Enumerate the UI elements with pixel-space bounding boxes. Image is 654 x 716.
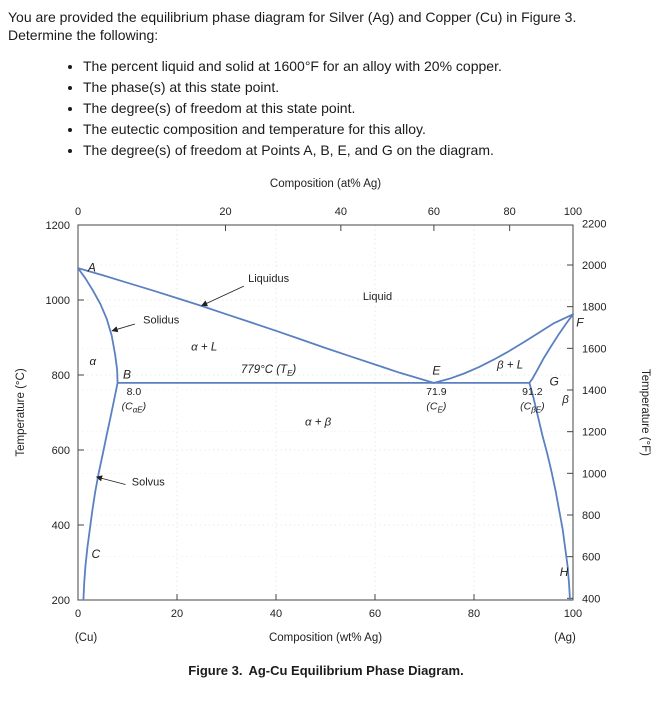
label-liquid-region: Liquid: [363, 291, 392, 303]
svg-text:1000: 1000: [582, 468, 606, 480]
svg-text:1000: 1000: [46, 295, 70, 307]
svg-text:1400: 1400: [582, 385, 606, 397]
label-liquidus-label: Liquidus: [248, 273, 289, 285]
curve-solvus-right: [528, 382, 571, 601]
svg-text:1600: 1600: [582, 343, 606, 355]
label-point-e: E: [432, 364, 441, 378]
bullet-item: The percent liquid and solid at 1600°F f…: [83, 56, 644, 77]
svg-text:(Cu): (Cu): [75, 632, 98, 644]
label-c-beta-e-value: 91.2: [522, 386, 543, 398]
label-point-b: B: [123, 367, 131, 381]
label-point-g: G: [550, 375, 559, 389]
label-solvus-label: Solvus: [132, 477, 166, 489]
curve-liquidus-left: [77, 267, 435, 384]
label-point-h: H: [560, 565, 569, 579]
svg-text:600: 600: [52, 445, 70, 457]
question-intro: You are provided the equilibrium phase d…: [8, 9, 577, 43]
svg-text:0: 0: [75, 206, 81, 218]
svg-text:60: 60: [428, 206, 440, 218]
curve-solidus-left: [77, 267, 119, 384]
axis-ticks: 0 20 40 60 80 1000 20 40 60 80 1002004006008001000…: [46, 206, 607, 620]
svg-text:2200: 2200: [582, 218, 606, 230]
label-eutectic-temperature-label: 779°C (TE): [241, 364, 296, 378]
label-beta-region: β: [561, 394, 569, 406]
curve-solvus-left: [82, 382, 119, 601]
label-c-e-symbol: (CE): [426, 401, 446, 415]
svg-text:1200: 1200: [46, 220, 70, 232]
svg-text:20: 20: [171, 608, 183, 620]
figure-caption-text: Ag-Cu Equilibrium Phase Diagram.: [248, 663, 464, 678]
curve-solidus-right: [528, 313, 574, 384]
solidus-arrow: [111, 323, 136, 333]
axis-titles: Composition (at% Ag) Composition (wt% Ag)…: [15, 178, 651, 644]
label-alpha-plus-l-region: α + L: [191, 341, 217, 353]
bullet-item: The phase(s) at this state point.: [83, 77, 644, 98]
label-point-f: F: [576, 316, 584, 330]
diagram-labels: A B C E F G Hα β Liquid α + L β + L α + β Liquidus So…: [87, 261, 584, 580]
svg-text:Temperature (°C): Temperature (°C): [15, 368, 27, 456]
svg-text:1200: 1200: [582, 427, 606, 439]
label-c-alpha-e-symbol: (CαE): [122, 401, 146, 415]
label-point-c: C: [91, 547, 100, 561]
svg-text:60: 60: [369, 608, 381, 620]
svg-text:40: 40: [270, 608, 282, 620]
svg-text:40: 40: [335, 206, 347, 218]
bullet-item: The eutectic composition and temperature…: [83, 119, 644, 140]
ag-cu-phase-diagram: 0 20 40 60 80 1000 20 40 60 80 1002004006008001000…: [15, 178, 651, 644]
figure-caption-label: Figure 3.: [188, 663, 243, 678]
svg-text:600: 600: [582, 552, 600, 564]
svg-text:Composition (at% Ag): Composition (at% Ag): [270, 178, 381, 190]
svg-text:200: 200: [52, 595, 70, 607]
plot-border: [77, 224, 574, 601]
solvus-arrow: [95, 475, 126, 485]
svg-text:20: 20: [219, 206, 231, 218]
svg-text:(Ag): (Ag): [554, 632, 576, 644]
svg-text:2000: 2000: [582, 260, 606, 272]
grid-lines: [78, 225, 573, 600]
svg-text:100: 100: [564, 206, 582, 218]
svg-text:400: 400: [52, 520, 70, 532]
bullet-item: The degree(s) of freedom at Points A, B,…: [83, 140, 644, 161]
label-alpha-region: α: [90, 356, 97, 368]
svg-text:Composition (wt% Ag): Composition (wt% Ag): [269, 632, 382, 644]
bullet-item: The degree(s) of freedom at this state p…: [83, 98, 644, 119]
svg-text:0: 0: [75, 608, 81, 620]
question-bullet-list: The percent liquid and solid at 1600°F f…: [8, 56, 644, 161]
svg-text:100: 100: [564, 608, 582, 620]
phase-boundaries: [77, 267, 574, 601]
label-point-a: A: [87, 261, 96, 275]
label-c-alpha-e-value: 8.0: [127, 386, 142, 398]
svg-text:80: 80: [468, 608, 480, 620]
label-alpha-plus-beta-region: α + β: [305, 416, 332, 428]
curve-liquidus-right: [433, 313, 574, 384]
svg-text:Temperature (°F): Temperature (°F): [639, 369, 651, 456]
label-beta-plus-l-region: β + L: [496, 359, 523, 371]
svg-text:800: 800: [582, 510, 600, 522]
label-c-beta-e-symbol: (CβE): [520, 401, 545, 415]
svg-text:800: 800: [52, 370, 70, 382]
figure-caption: Figure 3. Ag-Cu Equilibrium Phase Diagram…: [8, 663, 644, 678]
label-solidus-label: Solidus: [143, 314, 180, 326]
label-eutectic-composition-value: 71.9: [426, 386, 447, 398]
liquidus-arrow: [201, 285, 244, 307]
svg-text:80: 80: [504, 206, 516, 218]
svg-text:400: 400: [582, 593, 600, 605]
svg-text:1800: 1800: [582, 302, 606, 314]
